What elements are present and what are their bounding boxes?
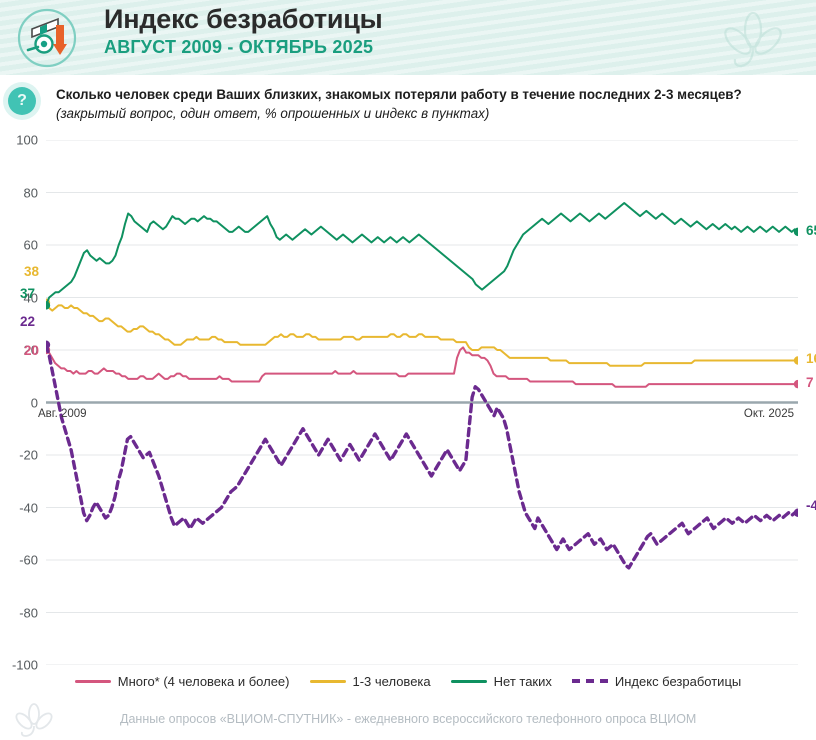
start-point-marker xyxy=(46,301,51,310)
legend-line-icon xyxy=(74,679,111,683)
legend-label: Индекс безработицы xyxy=(614,673,742,689)
legend-item[interactable]: Индекс безработицы xyxy=(571,673,742,689)
question-text-bold: Сколько человек среди Ваших близких, зна… xyxy=(56,87,742,102)
end-point-marker xyxy=(793,227,798,237)
y-axis-tick--100: -100 xyxy=(11,657,38,673)
series-line xyxy=(46,202,798,307)
question-mark-glyph: ? xyxy=(17,92,27,109)
start-value-label: 38 xyxy=(24,263,40,279)
chart-lines-svg xyxy=(46,140,798,665)
end-point-marker xyxy=(793,379,798,389)
page-footer: Данные опросов «ВЦИОМ-СПУТНИК» - ежеднев… xyxy=(0,700,816,740)
x-axis-end-label: Окт. 2025 xyxy=(743,407,794,420)
legend-dashed-line-icon xyxy=(571,679,608,683)
y-axis-tick--20: -20 xyxy=(19,447,38,463)
y-axis-tick-20: 20 xyxy=(23,342,38,358)
y-axis-tick-40: 40 xyxy=(23,290,38,305)
leaf-ornament-icon xyxy=(724,11,782,68)
plot-area: 37 38 22 20 65 16 7 -42 Авг. 2009 Окт. 2025 xyxy=(20,140,816,665)
end-value-label: 7 xyxy=(806,375,814,391)
chart-legend: Много* (4 человека и более) 1-3 человека Н… xyxy=(0,668,816,694)
y-axis-tick--60: -60 xyxy=(19,552,38,568)
page-subtitle-daterange: АВГУСТ 2009 - ОКТЯБРЬ 2025 xyxy=(104,37,374,57)
header-titles: Индекс безработицы АВГУСТ 2009 - ОКТЯБРЬ… xyxy=(104,2,383,58)
y-axis-tick--40: -40 xyxy=(19,500,38,515)
y-axis-tick-0: 0 xyxy=(30,395,38,410)
question-block: ? Сколько человек среди Ваших близких, з… xyxy=(0,75,816,135)
y-axis-tick-60: 60 xyxy=(23,237,38,253)
start-value-label: 20 xyxy=(24,343,40,358)
series-line xyxy=(46,346,798,388)
legend-item[interactable]: Нет таких xyxy=(450,673,552,689)
legend-line-icon xyxy=(309,679,346,683)
end-point-marker xyxy=(793,356,798,365)
page-title: Индекс безработицы xyxy=(104,4,383,34)
start-point-marker xyxy=(46,340,51,349)
legend-item[interactable]: 1-3 человека xyxy=(309,673,431,689)
footer-source-text: Данные опросов «ВЦИОМ-СПУТНИК» - ежеднев… xyxy=(120,712,697,726)
y-axis-labels: 100 80 60 40 20 0 -20 -40 -60 -80 -100 xyxy=(0,130,46,675)
end-value-label: 16 xyxy=(806,350,816,366)
y-axis-tick--80: -80 xyxy=(19,605,38,620)
y-axis-tick-80: 80 xyxy=(23,185,38,200)
y-axis-tick-100: 100 xyxy=(16,132,38,148)
page-header: Индекс безработицы АВГУСТ 2009 - ОКТЯБРЬ… xyxy=(0,0,816,75)
legend-item[interactable]: Много* (4 человека и более) xyxy=(74,673,290,689)
question-text: Сколько человек среди Ваших близких, зна… xyxy=(56,85,796,123)
leaf-ornament-icon xyxy=(15,703,53,737)
series-line xyxy=(46,301,798,367)
question-mark-icon: ? xyxy=(8,87,36,115)
unemployment-index-logo xyxy=(14,5,80,71)
end-point-marker xyxy=(793,508,798,517)
x-axis-start-label: Авг. 2009 xyxy=(38,407,87,420)
legend-label: Много* (4 человека и более) xyxy=(117,673,290,689)
legend-label: 1-3 человека xyxy=(352,673,431,689)
start-value-label: 22 xyxy=(20,313,36,329)
end-value-label: -42 xyxy=(806,497,816,513)
question-text-note: (закрытый вопрос, один ответ, % опрошенн… xyxy=(56,106,490,121)
start-value-label: 37 xyxy=(20,286,36,302)
series-line xyxy=(46,343,798,570)
chart-container: 100 80 60 40 20 0 -20 -40 -60 -80 -100 37 38 22 20 65 1… xyxy=(0,130,816,673)
legend-label: Нет таких xyxy=(493,673,552,689)
end-value-label: 65 xyxy=(806,222,816,238)
legend-line-icon xyxy=(450,679,487,683)
